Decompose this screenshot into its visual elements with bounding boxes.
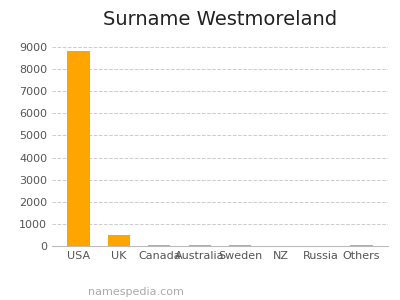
Text: namespedia.com: namespedia.com xyxy=(88,287,184,297)
Bar xyxy=(189,245,211,246)
Bar xyxy=(67,52,90,246)
Bar xyxy=(229,245,251,246)
Bar xyxy=(350,245,373,246)
Bar xyxy=(108,236,130,246)
Title: Surname Westmoreland: Surname Westmoreland xyxy=(103,10,337,29)
Bar xyxy=(148,245,170,246)
